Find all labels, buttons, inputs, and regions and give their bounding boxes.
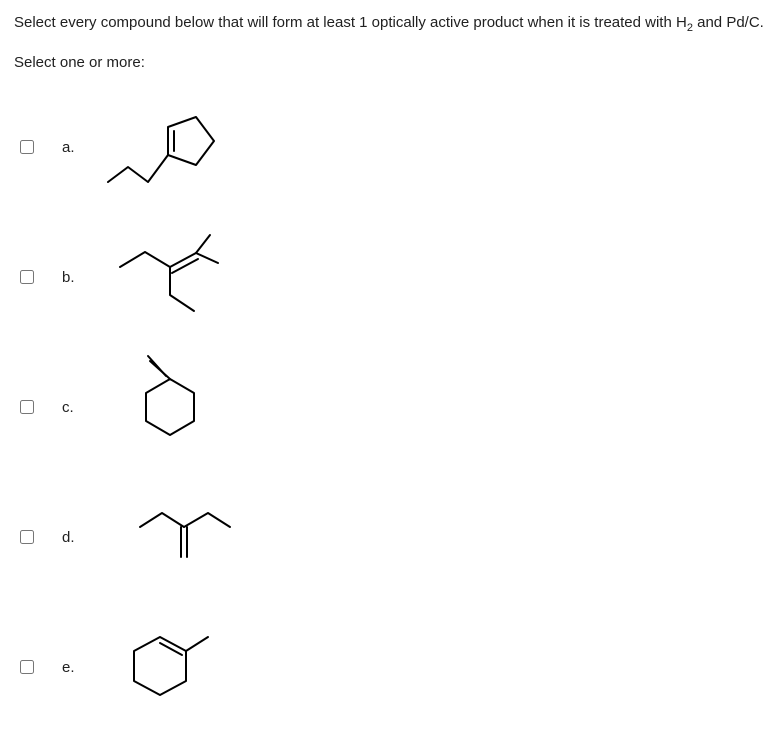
- option-label-b: b.: [62, 267, 90, 288]
- option-row-a: a.: [14, 87, 768, 207]
- option-label-a: a.: [62, 137, 90, 158]
- structure-a: [90, 87, 250, 207]
- option-row-e: e.: [14, 607, 768, 727]
- structure-d: [90, 477, 250, 597]
- option-row-b: b.: [14, 217, 768, 337]
- instruction-text: Select one or more:: [14, 52, 768, 73]
- option-label-e: e.: [62, 657, 90, 678]
- structure-b: [90, 217, 250, 337]
- structure-c: [90, 347, 250, 467]
- structure-e: [90, 607, 250, 727]
- question-prefix: Select every compound below that will fo…: [14, 14, 687, 31]
- option-checkbox-b[interactable]: [20, 270, 34, 284]
- option-row-d: d.: [14, 477, 768, 597]
- option-checkbox-a[interactable]: [20, 140, 34, 154]
- option-checkbox-e[interactable]: [20, 660, 34, 674]
- option-checkbox-c[interactable]: [20, 400, 34, 414]
- option-row-c: c.: [14, 347, 768, 467]
- option-checkbox-d[interactable]: [20, 530, 34, 544]
- question-text: Select every compound below that will fo…: [14, 12, 768, 36]
- question-suffix: and Pd/C.: [693, 14, 764, 31]
- option-label-d: d.: [62, 527, 90, 548]
- option-label-c: c.: [62, 397, 90, 418]
- options-list: a. b. c. d. e.: [14, 87, 768, 737]
